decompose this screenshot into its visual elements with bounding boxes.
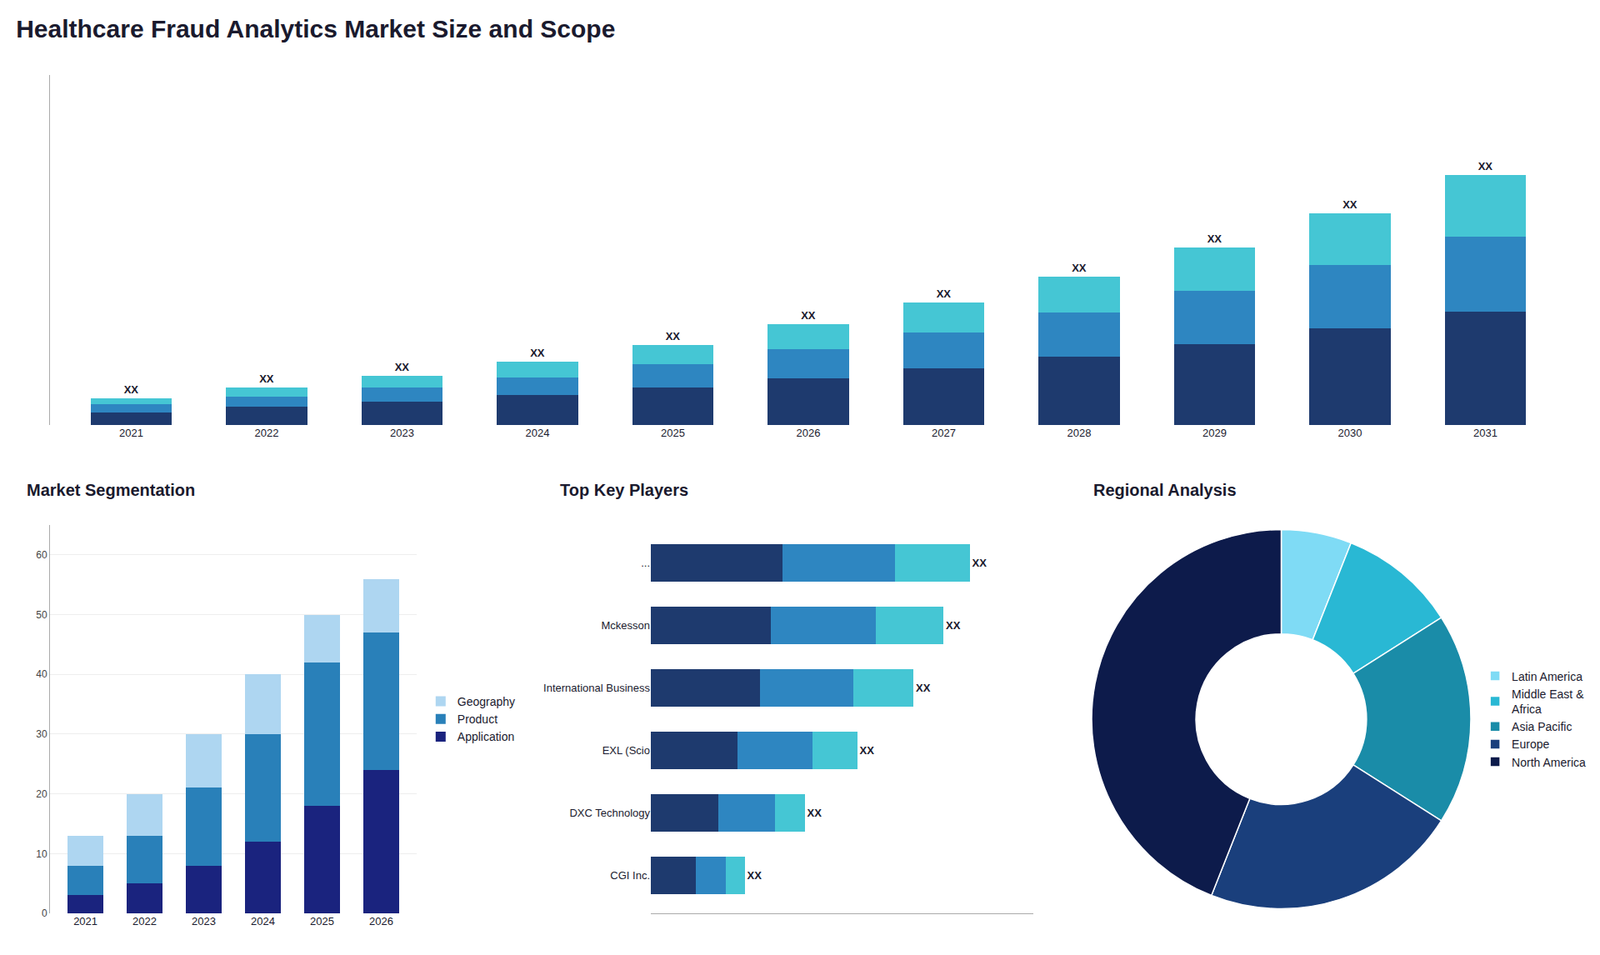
svg-text:2026: 2026 — [369, 915, 394, 928]
svg-text:XX: XX — [747, 869, 763, 882]
svg-text:XX: XX — [945, 619, 961, 632]
svg-text:2028: 2028 — [1067, 426, 1092, 440]
svg-text:2030: 2030 — [1338, 426, 1363, 440]
svg-text:2026: 2026 — [796, 426, 821, 440]
svg-text:XX: XX — [1478, 160, 1494, 173]
svg-text:CGI Inc.: CGI Inc. — [610, 869, 650, 882]
svg-text:2031: 2031 — [1473, 426, 1498, 440]
svg-text:50: 50 — [35, 609, 48, 621]
svg-text:XX: XX — [807, 806, 823, 820]
svg-text:Geography: Geography — [457, 695, 515, 709]
svg-text:30: 30 — [35, 728, 48, 740]
svg-text:North America: North America — [1511, 755, 1586, 770]
svg-text:2021: 2021 — [73, 915, 98, 928]
svg-text:Regional Analysis: Regional Analysis — [1093, 480, 1237, 500]
svg-text:XX: XX — [259, 372, 275, 385]
svg-text:20: 20 — [35, 788, 48, 800]
svg-text:Application: Application — [457, 730, 515, 744]
svg-text:2023: 2023 — [191, 915, 216, 928]
svg-text:Market Segmentation: Market Segmentation — [26, 480, 195, 500]
svg-text:XX: XX — [124, 383, 140, 396]
svg-text:Middle East &Africa: Middle East &Africa — [1511, 687, 1585, 716]
svg-text:2021: 2021 — [119, 426, 144, 440]
svg-text:XX: XX — [936, 287, 952, 300]
svg-text:EXL (Scio: EXL (Scio — [602, 744, 650, 757]
svg-text:60: 60 — [35, 549, 48, 561]
svg-text:40: 40 — [35, 668, 48, 680]
svg-text:2024: 2024 — [250, 915, 275, 928]
svg-text:XX: XX — [972, 556, 988, 570]
svg-text:XX: XX — [1071, 261, 1087, 275]
svg-text:Healthcare Fraud Analytics Mar: Healthcare Fraud Analytics Market Size a… — [15, 15, 615, 43]
svg-text:Top Key Players: Top Key Players — [560, 480, 689, 500]
svg-text:2022: 2022 — [132, 915, 157, 928]
svg-text:2029: 2029 — [1202, 426, 1227, 440]
svg-text:XX: XX — [1207, 232, 1223, 245]
svg-text:DXC Technology: DXC Technology — [569, 806, 650, 820]
svg-text:2025: 2025 — [310, 915, 335, 928]
svg-text:0: 0 — [41, 907, 48, 920]
svg-text:2023: 2023 — [390, 426, 415, 440]
svg-text:Europe: Europe — [1511, 737, 1550, 751]
svg-text:XX: XX — [800, 309, 816, 322]
svg-text:XX: XX — [1342, 198, 1358, 211]
svg-text:XX: XX — [860, 744, 875, 757]
svg-text:2022: 2022 — [255, 426, 280, 440]
svg-text:Latin America: Latin America — [1511, 670, 1583, 684]
svg-text:2024: 2024 — [525, 426, 550, 440]
svg-text:XX: XX — [915, 681, 931, 695]
svg-text:XX: XX — [395, 360, 410, 374]
svg-text:Product: Product — [457, 712, 498, 726]
svg-text:...: ... — [640, 556, 650, 570]
svg-text:2025: 2025 — [660, 426, 685, 440]
svg-text:International Business: International Business — [543, 681, 650, 695]
svg-text:Asia Pacific: Asia Pacific — [1511, 720, 1572, 734]
svg-text:10: 10 — [35, 848, 48, 860]
svg-text:2027: 2027 — [931, 426, 956, 440]
svg-text:Mckesson: Mckesson — [600, 619, 650, 632]
svg-text:XX: XX — [530, 346, 545, 360]
svg-text:XX: XX — [665, 330, 681, 343]
